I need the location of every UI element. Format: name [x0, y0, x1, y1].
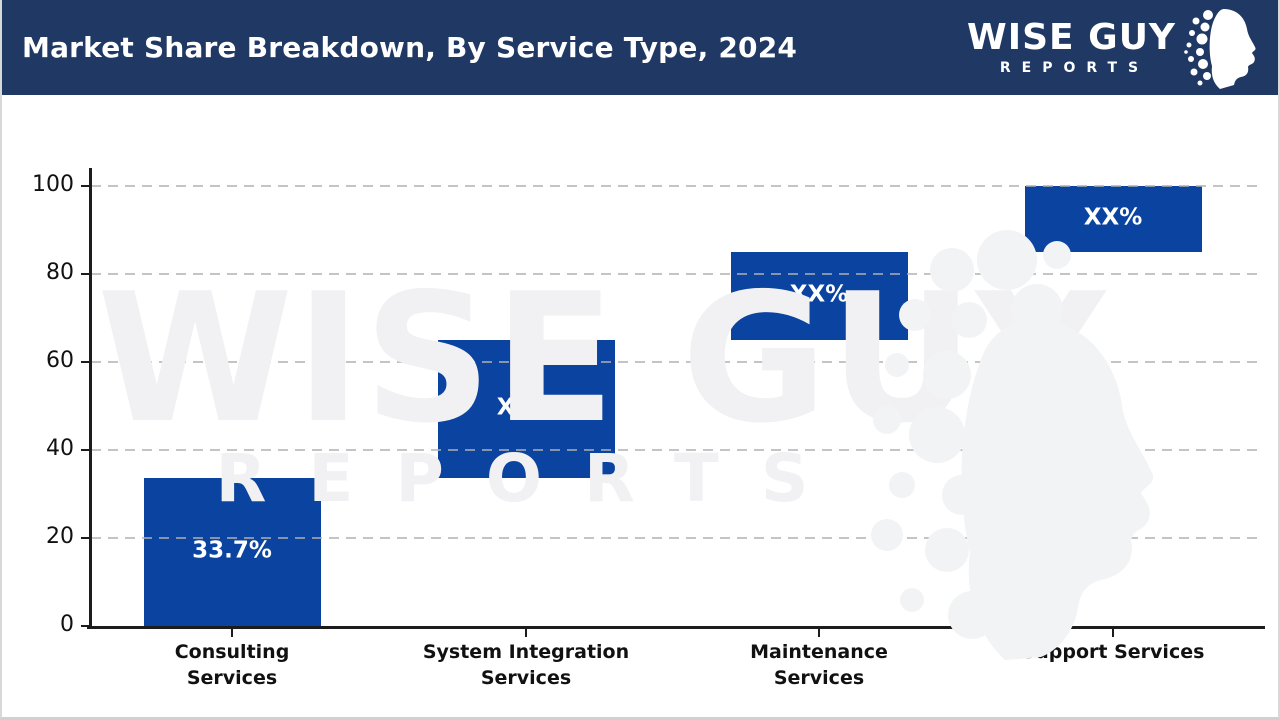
y-tick-label: 100	[32, 172, 74, 197]
y-tick-label: 20	[46, 524, 74, 549]
page-title: Market Share Breakdown, By Service Type,…	[22, 31, 798, 64]
y-axis-line	[89, 168, 92, 628]
bar-value-label: XX%	[496, 394, 556, 421]
bar-consulting-services: 33.7%	[143, 477, 321, 626]
x-tick-mark	[818, 629, 820, 637]
bar-value-label: XX%	[789, 281, 849, 308]
logo-wordmark: WISE GUY	[966, 17, 1176, 58]
y-tick-mark	[81, 449, 89, 451]
y-tick-label: 40	[46, 436, 74, 461]
gridline-20	[91, 537, 1264, 539]
y-tick-mark	[81, 537, 89, 539]
logo-head-icon	[1184, 8, 1256, 89]
bar-value-label: XX%	[1083, 204, 1143, 231]
y-tick-mark	[81, 361, 89, 363]
wiseguy-logo: WISE GUY REPORTS	[967, 5, 1264, 91]
y-tick-label: 0	[60, 612, 74, 637]
x-tick-mark	[1112, 629, 1114, 637]
bar-support-services: XX%	[1024, 186, 1202, 252]
y-tick-label: 60	[46, 348, 74, 373]
bar-maintenance-services: XX%	[730, 252, 908, 340]
x-category-label: Consulting Services	[174, 641, 290, 689]
x-category-label: Maintenance Services	[750, 641, 888, 689]
logo-subtext: REPORTS	[999, 60, 1150, 76]
gridline-100	[91, 185, 1264, 187]
x-category-label: Support Services	[1021, 641, 1205, 663]
y-tick-mark	[81, 273, 89, 275]
x-axis-line	[87, 626, 1265, 629]
gridline-60	[91, 361, 1264, 363]
header-bar: Market Share Breakdown, By Service Type,…	[2, 0, 1278, 95]
y-tick-mark	[81, 625, 89, 627]
x-tick-mark	[231, 629, 233, 637]
logo-text: WISE GUY REPORTS	[966, 17, 1176, 76]
y-tick-mark	[81, 185, 89, 187]
gridline-80	[91, 273, 1264, 275]
x-category-label: System Integration Services	[422, 641, 630, 689]
bar-value-label: 33.7%	[192, 537, 272, 564]
x-tick-mark	[525, 629, 527, 637]
gridline-40	[91, 449, 1264, 451]
y-tick-label: 80	[46, 260, 74, 285]
